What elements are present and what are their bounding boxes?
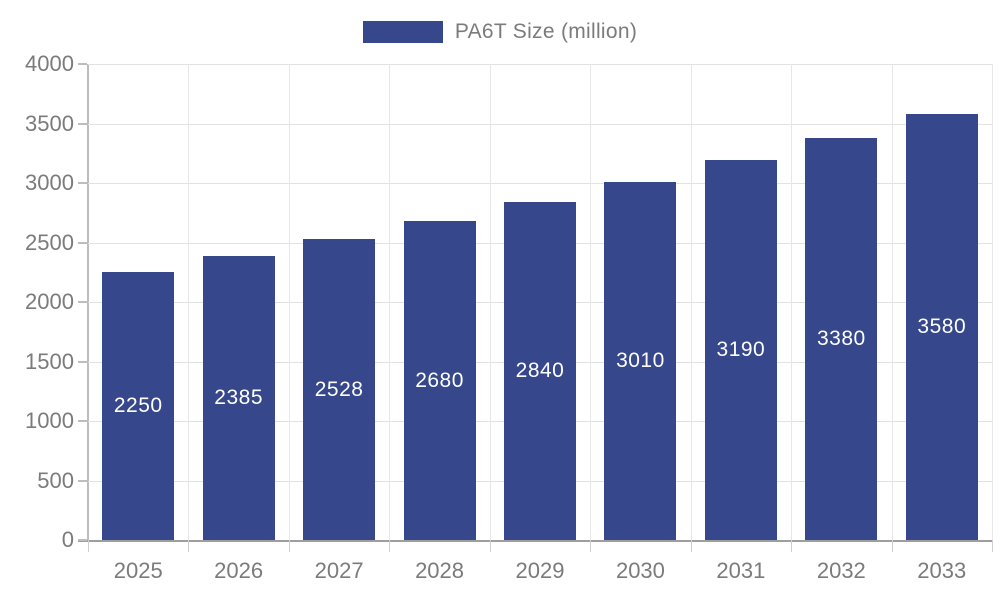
y-axis-tick <box>78 360 87 363</box>
x-axis-tick <box>992 540 993 552</box>
y-tick-label: 500 <box>37 467 74 493</box>
bar-value-label: 2250 <box>113 394 163 418</box>
bar-value-label: 3580 <box>917 314 967 338</box>
bar-value-label: 2840 <box>515 359 565 383</box>
y-tick-label: 4000 <box>25 51 74 76</box>
legend[interactable]: PA6T Size (million) <box>0 20 1000 44</box>
v-gridline <box>389 64 391 540</box>
bar-value-label: 2528 <box>314 377 364 401</box>
v-gridline <box>791 64 793 540</box>
x-tick-label: 2030 <box>615 558 665 583</box>
x-axis-tick <box>791 540 793 552</box>
bar-2031: 3190 <box>704 160 777 540</box>
h-gridline <box>88 123 992 125</box>
y-tick-label: 3000 <box>25 170 74 195</box>
y-tick-label: 1500 <box>25 348 74 374</box>
bar-2027: 2528 <box>303 239 376 540</box>
y-tick-label: 2000 <box>25 289 74 314</box>
bar-2032: 3380 <box>805 137 878 540</box>
x-tick-label: 2031 <box>716 558 766 583</box>
y-tick-label: 3500 <box>25 110 74 136</box>
y-axis-tick <box>78 241 87 244</box>
x-axis-tick <box>389 540 391 552</box>
x-tick-label: 2029 <box>515 558 565 583</box>
y-axis-tick <box>78 539 87 541</box>
y-axis-tick <box>78 301 87 303</box>
x-tick-label: 2033 <box>917 558 967 583</box>
bar-2033: 3580 <box>905 113 978 540</box>
v-gridline <box>590 64 592 540</box>
v-gridline <box>188 64 190 540</box>
bar-value-label: 3380 <box>816 326 866 350</box>
y-axis-tick <box>78 63 87 65</box>
x-axis-tick <box>288 540 290 552</box>
v-gridline <box>992 64 993 540</box>
bar-2030: 3010 <box>604 181 677 540</box>
legend-label: PA6T Size (million) <box>454 20 638 43</box>
x-tick-label: 2026 <box>214 558 264 583</box>
bar-value-label: 2385 <box>214 386 264 410</box>
x-axis-tick <box>690 540 692 552</box>
v-gridline <box>489 64 491 540</box>
bar-2029: 2840 <box>504 202 576 540</box>
x-tick-label: 2032 <box>816 558 866 583</box>
bar-2028: 2680 <box>403 221 476 540</box>
x-tick-label: 2028 <box>415 558 465 583</box>
bar-2025: 2250 <box>102 272 175 540</box>
x-axis-line <box>78 540 992 542</box>
bar-value-label: 3010 <box>616 348 665 372</box>
x-axis-tick <box>188 540 190 552</box>
x-axis-tick <box>590 540 592 552</box>
y-tick-label: 1000 <box>25 408 74 433</box>
plot-area: 0 500 1000 1500 2000 2500 3000 3500 4000 2250 2025… <box>25 51 993 583</box>
y-axis-tick <box>78 479 87 482</box>
x-tick-label: 2025 <box>113 558 163 583</box>
x-axis-tick <box>88 540 89 552</box>
bar-2026: 2385 <box>202 256 275 540</box>
y-axis-tick <box>78 122 87 125</box>
x-axis-tick <box>489 540 491 552</box>
y-axis-tick <box>78 182 87 184</box>
bar-value-label: 3190 <box>716 338 766 362</box>
x-axis-tick <box>891 540 893 552</box>
v-gridline <box>288 64 290 540</box>
v-gridline <box>891 64 893 540</box>
h-gridline <box>88 183 992 184</box>
y-tick-label: 2500 <box>25 229 74 255</box>
legend-swatch <box>362 21 443 43</box>
bar-value-label: 2680 <box>415 368 464 392</box>
h-gridline <box>88 64 992 65</box>
x-tick-label: 2027 <box>314 558 364 583</box>
v-gridline <box>690 64 692 540</box>
y-axis-tick <box>78 420 87 422</box>
y-tick-label: 0 <box>61 527 74 552</box>
